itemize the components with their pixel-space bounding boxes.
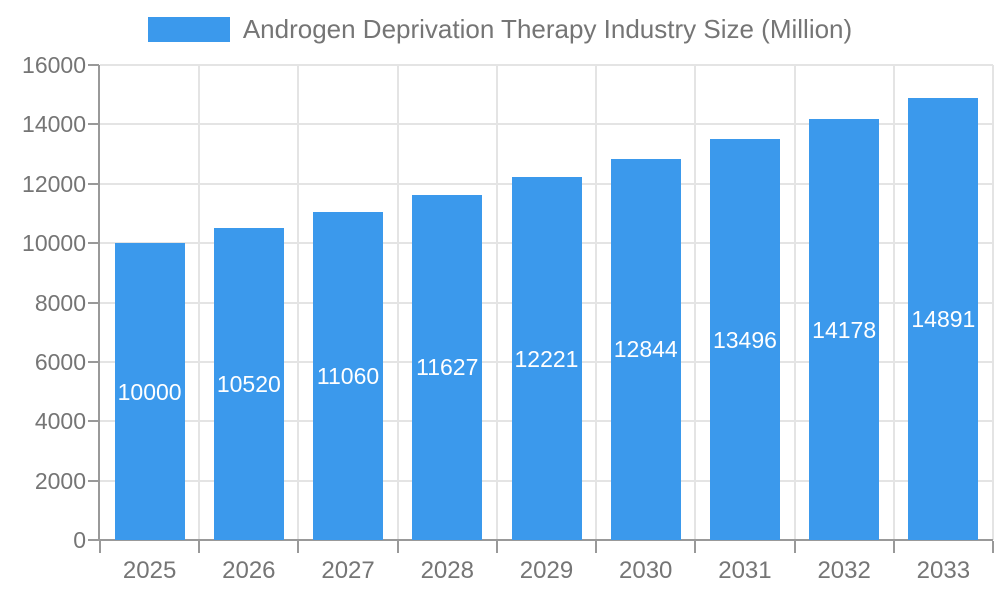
x-axis-tick [892,541,895,553]
y-axis-tick-label: 8000 [34,289,86,316]
x-axis-tick-label: 2026 [222,557,276,584]
x-axis-tick-label: 2030 [619,557,673,584]
gridline-vertical [595,65,598,540]
bar-value-label: 11060 [316,362,380,389]
legend-item[interactable]: Androgen Deprivation Therapy Industry Si… [0,14,1000,44]
bar-2026[interactable] [213,227,284,540]
y-axis-tick-label: 14000 [22,111,86,138]
gridline-vertical [198,65,201,540]
bar-2031[interactable] [709,139,780,540]
bar-value-label: 14891 [911,305,976,332]
bar-value-label: 13496 [712,326,777,353]
x-axis-tick [297,541,300,553]
y-axis-tick [88,123,99,126]
y-axis-tick [88,182,99,185]
x-axis-tick-label: 2025 [122,557,177,584]
y-axis-tick [88,301,99,304]
x-axis-tick-label: 2031 [718,557,772,584]
y-axis-line [98,65,100,540]
x-axis-tick [99,541,101,553]
bar-2025[interactable] [114,243,185,540]
y-axis-tick [88,479,99,482]
x-axis-tick-label: 2028 [420,557,474,584]
x-axis-tick-label: 2032 [817,557,871,584]
bar-value-label: 14178 [812,316,877,343]
gridline-horizontal [100,64,993,66]
y-axis-tick [88,64,99,66]
y-axis-tick [88,242,99,245]
legend-swatch-icon [147,16,230,42]
x-axis-tick [694,541,697,553]
legend-label: Androgen Deprivation Therapy Industry Si… [242,14,853,44]
bar-2032[interactable] [809,119,880,540]
gridline-vertical [495,65,498,540]
x-axis-tick-label: 2029 [519,557,574,584]
y-axis-tick-label: 6000 [34,348,86,375]
y-axis-tick [88,360,99,363]
x-axis-tick-label: 2027 [321,557,375,584]
bar-2028[interactable] [412,194,483,540]
gridline-vertical [694,65,697,540]
y-axis-tick-label: 10000 [22,230,86,257]
gridline-vertical [892,65,895,540]
gridline-vertical [396,65,399,540]
y-axis-tick-label: 12000 [22,170,86,197]
y-axis-tick [88,539,99,541]
bar-value-label: 11627 [416,354,479,381]
y-axis-tick-label: 16000 [22,52,86,78]
gridline-vertical [793,65,796,540]
bar-2030[interactable] [610,158,681,540]
gridline-vertical [297,65,300,540]
x-axis-tick [595,541,598,553]
x-axis-line [98,539,993,541]
gridline-horizontal [100,123,993,126]
bar-value-label: 10000 [117,378,182,405]
gridline-vertical [992,65,994,540]
y-axis-tick-label: 4000 [34,408,86,435]
y-axis-tick-label: 0 [73,527,86,553]
bar-2029[interactable] [511,177,582,540]
y-axis-tick [88,420,99,423]
x-axis-tick [198,541,201,553]
x-axis-tick [992,541,994,553]
y-axis-tick-label: 2000 [34,467,86,494]
x-axis-tick [495,541,498,553]
x-axis-tick [793,541,796,553]
x-axis-tick-label: 2033 [916,557,971,584]
bar-value-label: 10520 [216,370,281,397]
x-axis-tick [396,541,399,553]
bar-value-label: 12844 [613,336,678,363]
bar-2027[interactable] [313,211,384,540]
bar-2033[interactable] [908,97,979,540]
bar-value-label: 12221 [514,345,579,372]
